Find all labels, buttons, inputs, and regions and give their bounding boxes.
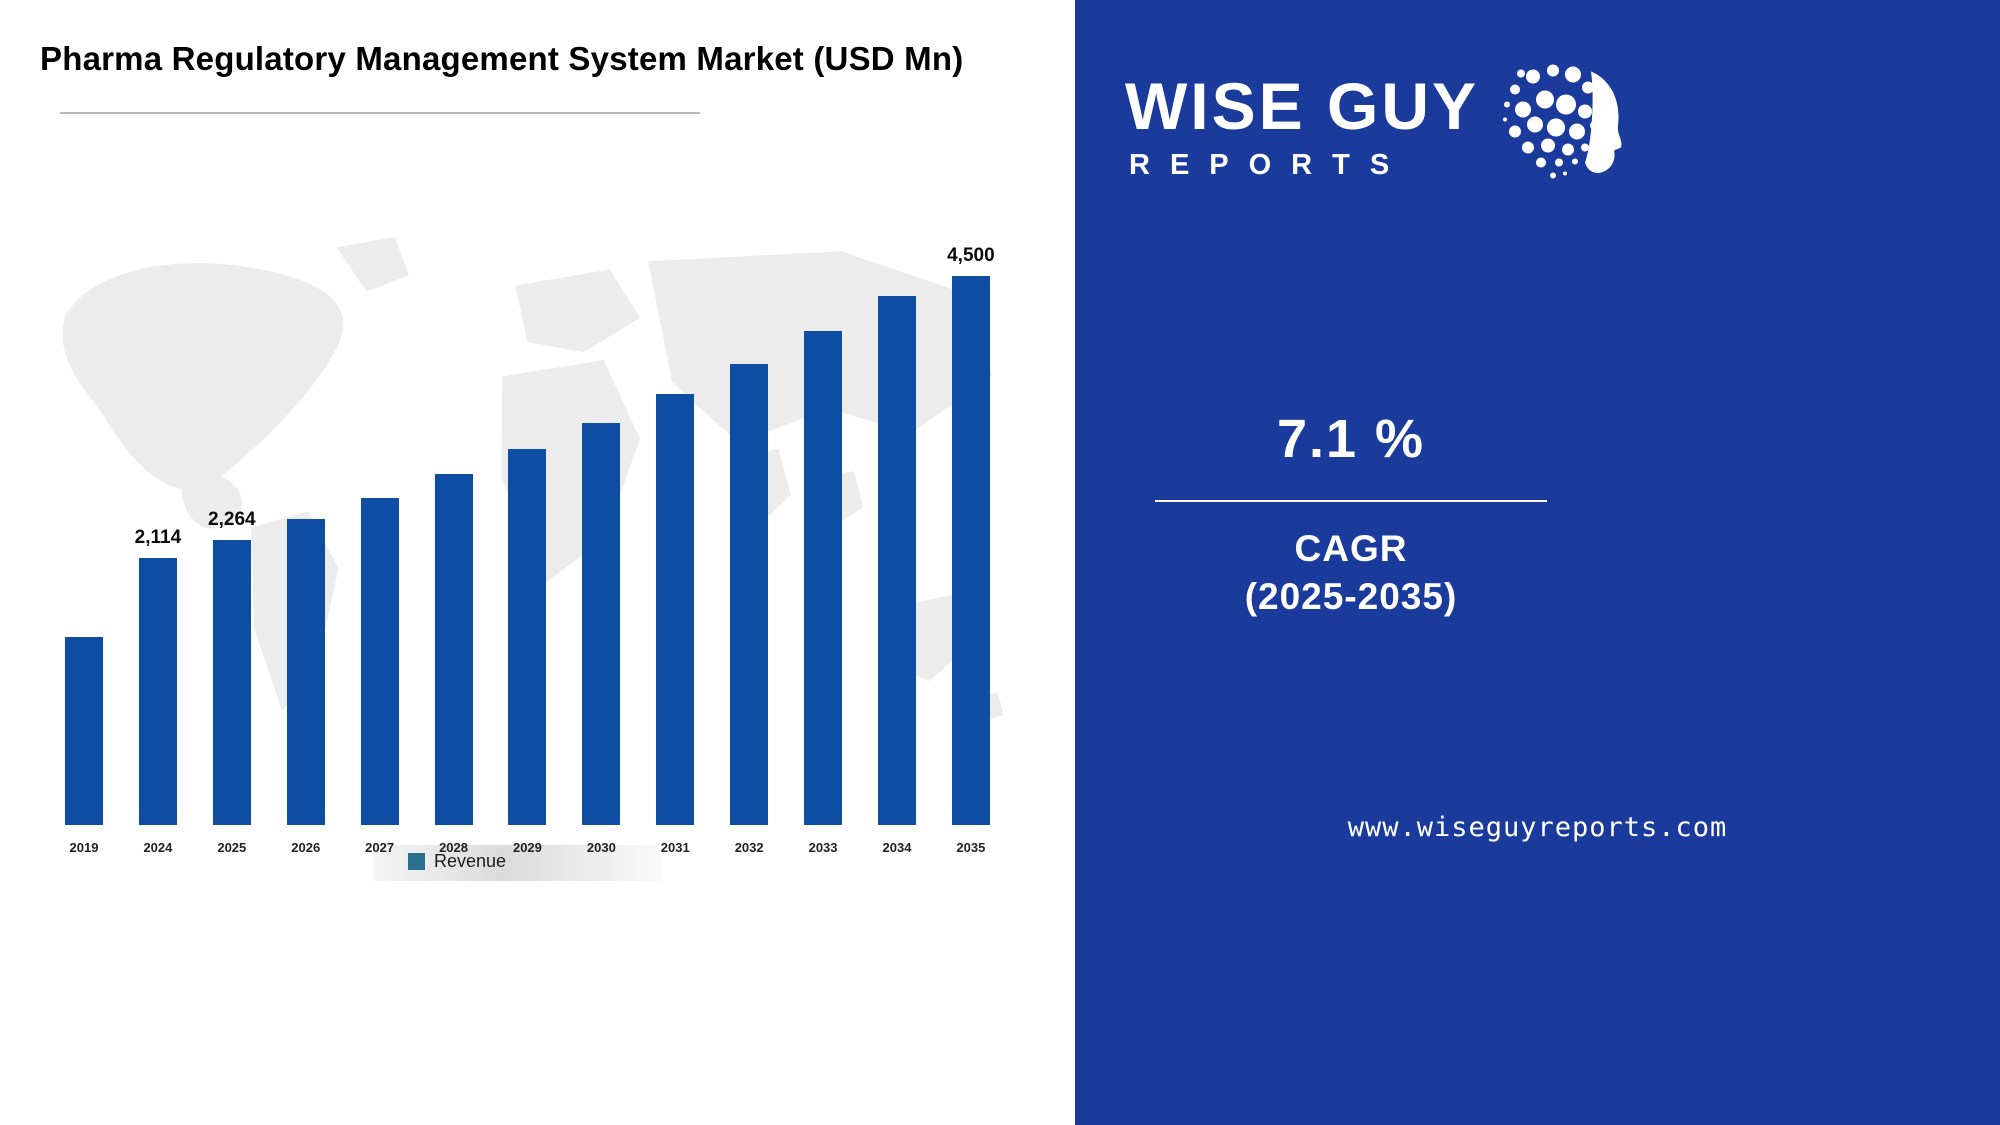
x-axis-label: 2025 [217, 840, 247, 855]
cagr-value: 7.1 % [1276, 409, 1426, 469]
revenue-bar [582, 423, 621, 825]
chart-section: Pharma Regulatory Management System Mark… [40, 40, 1004, 881]
revenue-bar [656, 394, 695, 825]
logo-subtitle: REPORTS [1129, 149, 1410, 182]
bar-column-2031: 2031 [656, 245, 695, 855]
bar-column-2032: 2032 [730, 245, 769, 855]
revenue-bar [360, 498, 399, 825]
wise-guy-reports-logo: WISE GUY REPORTS [1125, 52, 1628, 202]
legend-revenue-label: Revenue [434, 851, 507, 871]
revenue-bar [138, 558, 177, 825]
cagr-label: CAGR [1294, 528, 1408, 569]
chart-legend: Revenue [408, 851, 506, 872]
bar-column-2025: 2,264 2025 [208, 245, 256, 855]
bar-column-2019: 2019 [65, 245, 103, 855]
cagr-period: (2025-2035) [1244, 576, 1458, 617]
x-axis-label: 2035 [956, 840, 986, 855]
revenue-bar [951, 276, 990, 825]
x-axis-label: 2030 [586, 840, 616, 855]
x-axis-label: 2026 [291, 840, 321, 855]
x-axis-label: 2033 [808, 840, 838, 855]
revenue-bar [434, 474, 473, 825]
revenue-bar [877, 296, 916, 825]
logo-text: WISE GUY REPORTS [1125, 68, 1480, 182]
bar-column-2035: 4,500 2035 [947, 245, 995, 855]
revenue-bar [65, 637, 103, 825]
legend-revenue-swatch [408, 853, 425, 870]
dotted-head-logo-icon [1503, 64, 1622, 179]
x-axis-label: 2031 [660, 840, 690, 855]
logo-wordmark: WISE GUY [1125, 68, 1480, 143]
bar-column-2027: 2027 [360, 245, 399, 855]
bar-value-label: 2,114 [134, 527, 182, 548]
x-axis-label: 2024 [143, 840, 173, 855]
chart-title: Pharma Regulatory Management System Mark… [40, 40, 964, 77]
x-axis-label: 2034 [882, 840, 912, 855]
x-axis-label: 2019 [69, 840, 99, 855]
title-underline [60, 112, 700, 114]
x-axis-label: 2028 [439, 840, 468, 855]
x-axis-label: 2027 [365, 840, 395, 855]
bar-column-2034: 2034 [877, 245, 916, 855]
website-url: www.wiseguyreports.com [1347, 812, 1728, 843]
bar-value-label: 2,264 [208, 509, 256, 530]
bar-column-2033: 2033 [804, 245, 843, 855]
cagr-divider [1155, 500, 1547, 502]
revenue-bar [212, 540, 251, 825]
revenue-bar [286, 519, 325, 825]
bar-chart-plot: 2019 2,114 2024 2,264 2025 2026 2027 2028 2029 20… [65, 245, 995, 855]
bar-column-2028: 2028 [434, 245, 473, 855]
bar-value-label: 4,500 [947, 245, 995, 266]
x-axis-label: 2032 [734, 840, 764, 855]
revenue-bar [804, 331, 843, 825]
cagr-block: 7.1 % CAGR (2025-2035) [1155, 408, 1547, 618]
brand-panel: WISE GUY REPORTS [1075, 0, 2000, 1125]
bar-column-2029: 2029 [508, 245, 547, 855]
bar-column-2030: 2030 [582, 245, 621, 855]
bar-column-2026: 2026 [286, 245, 325, 855]
revenue-bar [730, 364, 769, 825]
x-axis-label: 2029 [512, 840, 542, 855]
bar-column-2024: 2,114 2024 [135, 245, 182, 855]
revenue-bar [508, 449, 547, 825]
